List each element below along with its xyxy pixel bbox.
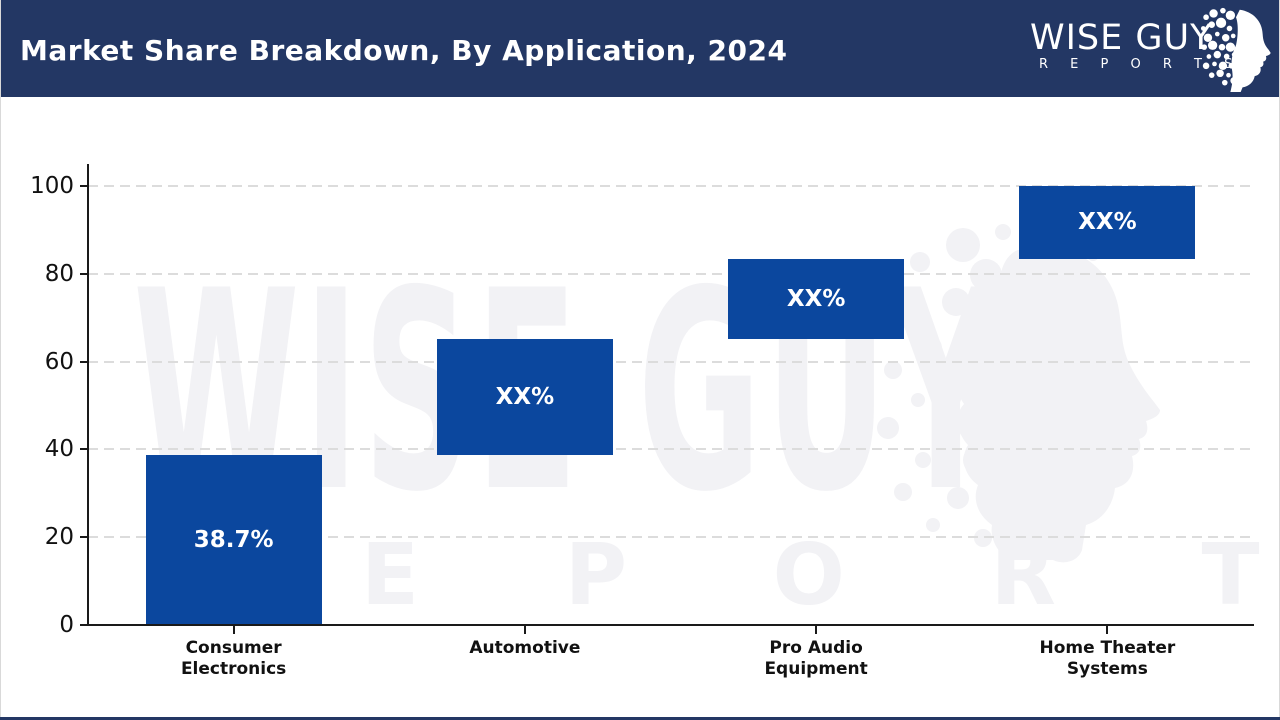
x-tick <box>232 625 235 634</box>
bar-pro-audio-equipment: XX% <box>728 258 905 340</box>
wiseguy-logo-subtext: R E P O R T S <box>1039 57 1242 72</box>
footer-accent-strip <box>0 717 1280 720</box>
bar-value-label: XX% <box>495 384 555 411</box>
watermark-subtext: R E P O R T S <box>150 526 1280 625</box>
y-tick-label: 40 <box>44 436 74 463</box>
x-axis-label-automotive: Automotive <box>469 638 581 658</box>
x-axis-label-home-theater-systems: Home Theater Systems <box>1039 638 1176 679</box>
y-tick-label: 80 <box>44 260 74 287</box>
y-tick <box>80 272 89 275</box>
x-tick <box>523 625 526 634</box>
x-axis-label-pro-audio-equipment: Pro Audio Equipment <box>764 638 868 679</box>
wiseguy-logo-wordmark: WISE GUY <box>1030 18 1213 58</box>
wiseguy-logo-head-icon <box>1200 7 1271 92</box>
chart-title: Market Share Breakdown, By Application, … <box>20 34 788 67</box>
header-bar: Market Share Breakdown, By Application, … <box>0 0 1280 97</box>
y-tick <box>80 448 89 451</box>
gridline <box>88 360 1253 363</box>
watermark-head-icon <box>877 222 1160 563</box>
gridline <box>88 272 1253 275</box>
y-axis-line <box>87 164 89 626</box>
y-tick-label: 60 <box>44 348 74 375</box>
gridline <box>88 536 1253 539</box>
bar-home-theater-systems: XX% <box>1019 186 1196 259</box>
wiseguy-logo-text: WISE GUY R E P O R T S <box>1030 18 1242 73</box>
y-tick <box>80 536 89 539</box>
bar-value-label: XX% <box>1078 209 1137 236</box>
y-tick <box>80 624 89 626</box>
x-axis-line <box>87 624 1254 626</box>
gridline <box>88 448 1253 451</box>
gridline <box>88 185 1253 187</box>
y-tick <box>80 360 89 363</box>
x-tick <box>1106 625 1109 634</box>
x-axis-label-consumer-electronics: Consumer Electronics <box>180 638 287 679</box>
y-tick-label: 0 <box>59 612 74 638</box>
bar-value-label: 38.7% <box>193 527 274 554</box>
wiseguy-logo: WISE GUY R E P O R T S <box>1030 4 1271 94</box>
bar-value-label: XX% <box>786 286 846 313</box>
y-tick <box>80 185 89 187</box>
bar-consumer-electronics: 38.7% <box>145 455 322 625</box>
x-tick <box>815 625 818 634</box>
y-tick-label: 100 <box>30 173 74 199</box>
bar-automotive: XX% <box>436 339 613 456</box>
y-tick-label: 20 <box>44 524 74 551</box>
